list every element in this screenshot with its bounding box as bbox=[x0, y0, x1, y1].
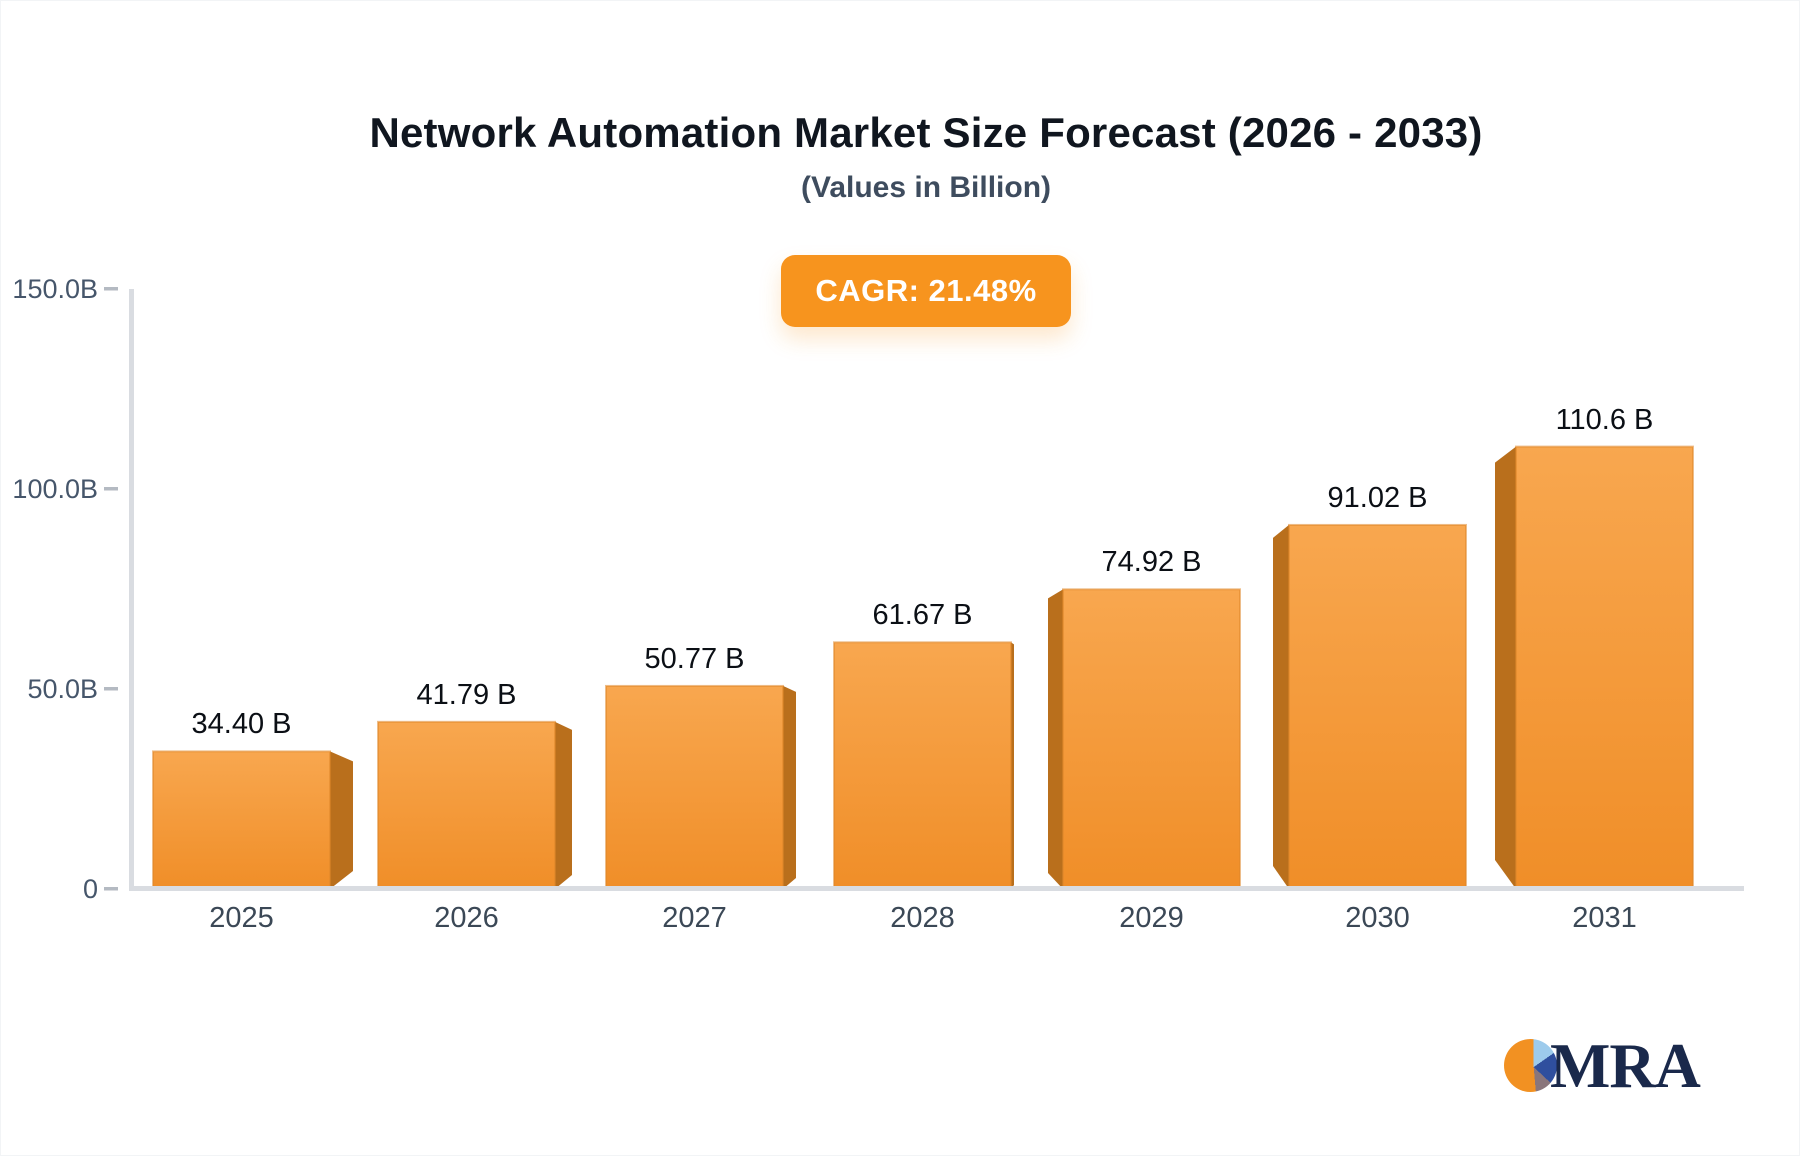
chart-title: Network Automation Market Size Forecast … bbox=[369, 109, 1483, 156]
bar-side-face bbox=[330, 751, 353, 889]
y-tick-label: 50.0B bbox=[27, 674, 98, 704]
pie-chart-icon bbox=[1504, 1039, 1557, 1092]
bar-value-label: 34.40 B bbox=[191, 708, 292, 741]
bar-value-label: 50.77 B bbox=[644, 642, 745, 675]
logo-wordmark: MRA bbox=[1550, 1030, 1701, 1101]
x-year-label: 2027 bbox=[662, 902, 727, 934]
bar-value-label: 41.79 B bbox=[416, 678, 517, 711]
x-year-label: 2025 bbox=[209, 902, 274, 934]
bar-side-face bbox=[555, 721, 572, 889]
y-tick-label: 100.0B bbox=[12, 474, 98, 504]
x-axis-line bbox=[129, 886, 1744, 891]
cagr-badge-label: CAGR: 21.48% bbox=[815, 273, 1037, 308]
x-year-label: 2030 bbox=[1345, 902, 1410, 934]
chart-subtitle: (Values in Billion) bbox=[800, 171, 1052, 204]
x-year-label: 2029 bbox=[1119, 902, 1184, 934]
y-tick-label: 150.0B bbox=[12, 274, 98, 304]
bar-value-label: 74.92 B bbox=[1101, 546, 1202, 579]
bar-side-face bbox=[1273, 524, 1289, 889]
bar-front-face bbox=[377, 720, 556, 891]
brand-logo: MRA bbox=[1504, 1030, 1701, 1101]
y-tick-mark bbox=[104, 487, 118, 491]
bar-front-face bbox=[152, 750, 331, 891]
y-tick-mark bbox=[104, 287, 118, 291]
bar-side-face bbox=[783, 685, 796, 889]
bar-side-face bbox=[1495, 446, 1516, 889]
bar-value-label: 61.67 B bbox=[872, 599, 973, 632]
y-tick-mark bbox=[104, 687, 118, 691]
x-year-label: 2031 bbox=[1572, 902, 1637, 934]
y-tick-label: 0 bbox=[82, 874, 98, 904]
x-year-label: 2028 bbox=[890, 902, 955, 934]
cagr-badge: CAGR: 21.48% bbox=[781, 255, 1071, 327]
y-tick-mark bbox=[104, 887, 118, 891]
bar-side-face bbox=[1048, 589, 1063, 889]
bar-front-face bbox=[1515, 445, 1694, 890]
bar-value-label: 110.6 B bbox=[1555, 403, 1654, 436]
bar-front-face bbox=[1062, 588, 1241, 890]
y-axis-line bbox=[129, 289, 134, 891]
x-year-label: 2026 bbox=[434, 902, 499, 934]
bar-front-face bbox=[605, 684, 784, 890]
bar-front-face bbox=[833, 641, 1012, 890]
bar-front-face bbox=[1288, 523, 1467, 890]
bar-value-label: 91.02 B bbox=[1327, 481, 1428, 514]
